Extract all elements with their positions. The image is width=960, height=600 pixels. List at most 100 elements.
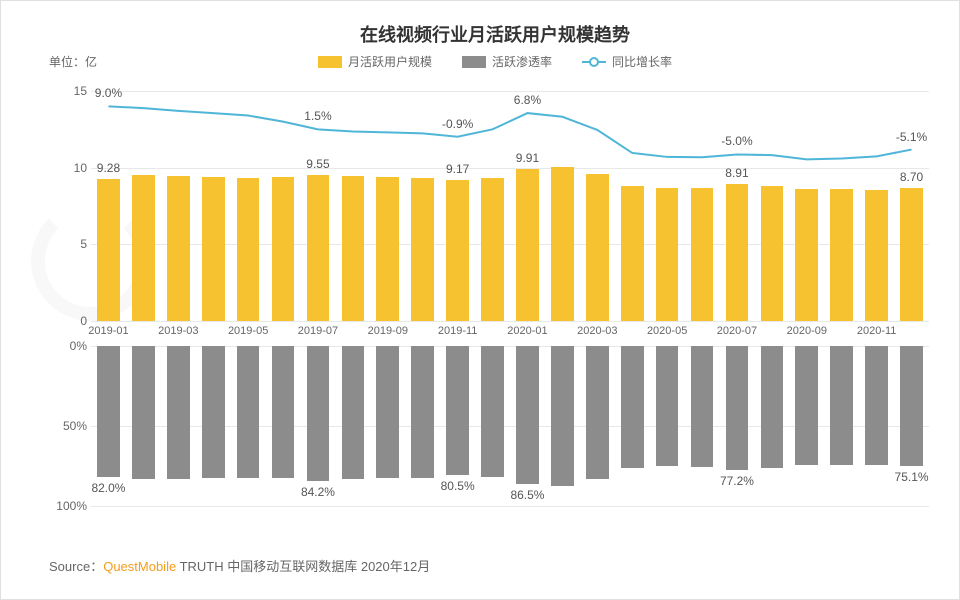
bar-mau: [481, 178, 504, 321]
y-tick-upper: 5: [53, 237, 87, 251]
label-penetration: 82.0%: [91, 481, 125, 495]
bar-mau: [586, 174, 609, 321]
label-penetration: 84.2%: [301, 485, 335, 499]
bar-penetration: [342, 346, 365, 479]
bar-mau: [795, 189, 818, 321]
source-brand: QuestMobile: [103, 559, 176, 574]
label-yoy: 1.5%: [304, 109, 331, 123]
x-axis-labels: 2019-01 2019-03 2019-05 2019-07 2019-09 2019-…: [91, 325, 929, 343]
lower-plot-area: 0%50%100%82.0%84.2%80.5%86.5%77.2%75.1%: [91, 346, 929, 506]
bar-mau: [551, 167, 574, 321]
bar-penetration: [900, 346, 923, 466]
label-mau: 9.55: [306, 157, 329, 171]
label-penetration: 75.1%: [895, 470, 929, 484]
y-tick-upper: 10: [53, 161, 87, 175]
grid-line: [91, 506, 929, 507]
bar-mau: [446, 180, 469, 321]
x-axis-tick: 2020-05: [647, 325, 687, 337]
chart-container: 在线视频行业月活跃用户规模趋势 单位：亿 月活跃用户规模 活跃渗透率 同比增长率…: [0, 0, 960, 600]
source-prefix: Source：: [49, 559, 103, 574]
y-tick-upper: 15: [53, 84, 87, 98]
x-axis-tick: 2019-03: [158, 325, 198, 337]
bar-mau: [656, 188, 679, 321]
bar-mau: [167, 176, 190, 321]
source-suffix: TRUTH 中国移动互联网数据库 2020年12月: [176, 559, 430, 574]
label-mau: 9.28: [97, 161, 120, 175]
legend-swatch-mau: [318, 56, 342, 68]
label-mau: 9.17: [446, 162, 469, 176]
x-axis-tick: 2019-09: [368, 325, 408, 337]
bar-penetration: [132, 346, 155, 479]
legend-label-pen: 活跃渗透率: [492, 53, 552, 70]
legend: 月活跃用户规模 活跃渗透率 同比增长率: [61, 53, 929, 70]
bar-penetration: [237, 346, 260, 478]
bar-mau: [307, 175, 330, 321]
x-axis-tick: 2020-03: [577, 325, 617, 337]
legend-line-yoy: [582, 61, 606, 63]
label-mau: 9.91: [516, 151, 539, 165]
label-yoy: 9.0%: [95, 86, 122, 100]
bar-penetration: [621, 346, 644, 468]
y-tick-lower: 0%: [53, 339, 87, 353]
bar-penetration: [97, 346, 120, 477]
bar-mau: [621, 186, 644, 321]
bar-penetration: [481, 346, 504, 477]
label-yoy: -5.1%: [896, 130, 927, 144]
bar-mau: [97, 179, 120, 321]
bar-penetration: [726, 346, 749, 470]
y-tick-lower: 100%: [53, 499, 87, 513]
source-attribution: Source：QuestMobile TRUTH 中国移动互联网数据库 2020…: [49, 556, 430, 575]
bar-penetration: [586, 346, 609, 479]
bar-mau: [830, 189, 853, 321]
legend-yoy: 同比增长率: [582, 53, 672, 70]
x-axis-tick: 2019-07: [298, 325, 338, 337]
y-tick-upper: 0: [53, 314, 87, 328]
bar-penetration: [865, 346, 888, 465]
bar-penetration: [551, 346, 574, 486]
bar-mau: [132, 175, 155, 321]
bar-penetration: [202, 346, 225, 478]
x-axis-tick: 2019-01: [88, 325, 128, 337]
label-yoy: -5.0%: [721, 134, 752, 148]
x-axis-tick: 2019-05: [228, 325, 268, 337]
bar-mau: [411, 178, 434, 321]
bar-mau: [900, 188, 923, 321]
bar-penetration: [272, 346, 295, 478]
grid-line: [91, 91, 929, 92]
x-axis-tick: 2019-11: [438, 325, 478, 337]
chart-title: 在线视频行业月活跃用户规模趋势: [61, 21, 929, 47]
x-axis-tick: 2020-07: [717, 325, 757, 337]
legend-pen: 活跃渗透率: [462, 53, 552, 70]
upper-plot-area: 0510159.289.559.179.918.918.709.0%1.5%-0…: [91, 91, 929, 321]
label-penetration: 80.5%: [441, 479, 475, 493]
bar-penetration: [446, 346, 469, 475]
bar-mau: [865, 190, 888, 321]
bar-penetration: [411, 346, 434, 478]
legend-label-yoy: 同比增长率: [612, 53, 672, 70]
bar-penetration: [656, 346, 679, 466]
bar-mau: [761, 186, 784, 321]
legend-mau: 月活跃用户规模: [318, 53, 432, 70]
label-yoy: 6.8%: [514, 93, 541, 107]
bar-penetration: [761, 346, 784, 468]
bar-penetration: [167, 346, 190, 479]
bar-mau: [202, 177, 225, 321]
bar-mau: [726, 184, 749, 321]
bar-penetration: [830, 346, 853, 465]
bar-penetration: [516, 346, 539, 484]
y-tick-lower: 50%: [53, 419, 87, 433]
grid-line: [91, 321, 929, 322]
x-axis-tick: 2020-01: [507, 325, 547, 337]
label-mau: 8.70: [900, 170, 923, 184]
bar-mau: [516, 169, 539, 321]
label-mau: 8.91: [725, 166, 748, 180]
bar-penetration: [307, 346, 330, 481]
bar-mau: [376, 177, 399, 321]
x-axis-tick: 2020-09: [787, 325, 827, 337]
label-penetration: 86.5%: [510, 488, 544, 502]
label-yoy: -0.9%: [442, 117, 473, 131]
bar-mau: [691, 188, 714, 321]
label-penetration: 77.2%: [720, 474, 754, 488]
x-axis-tick: 2020-11: [857, 325, 897, 337]
bar-mau: [342, 176, 365, 321]
